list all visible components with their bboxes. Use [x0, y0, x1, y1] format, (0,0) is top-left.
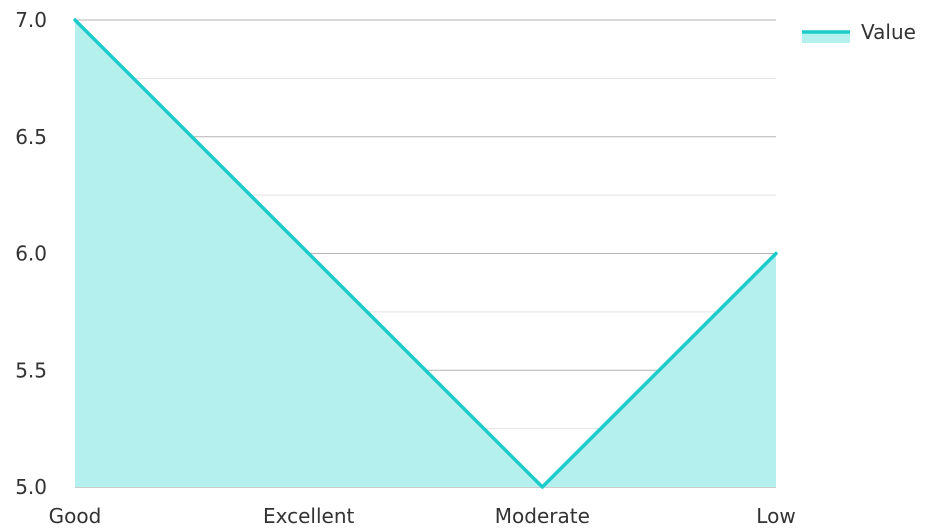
legend: Value: [802, 20, 916, 44]
y-axis-ticks: 5.0 5.5 6.0 6.5 7.0: [15, 8, 47, 499]
y-tick-label: 7.0: [15, 8, 47, 32]
x-tick-label: Moderate: [495, 504, 590, 526]
y-tick-label: 5.5: [15, 358, 47, 382]
series-line-value: [73, 18, 778, 489]
y-tick-label: 5.0: [15, 475, 47, 499]
line-series: [73, 18, 778, 489]
x-tick-label: Excellent: [263, 504, 355, 526]
y-tick-label: 6.0: [15, 242, 47, 266]
legend-swatch-fill: [802, 32, 850, 43]
x-tick-label: Low: [756, 504, 795, 526]
y-tick-label: 6.5: [15, 125, 47, 149]
x-axis-ticks: Good Excellent Moderate Low: [49, 504, 796, 528]
legend-label: Value: [861, 20, 916, 44]
x-tick-label: Good: [49, 504, 102, 526]
area-series: [75, 20, 776, 487]
series-area-value: [75, 20, 776, 487]
